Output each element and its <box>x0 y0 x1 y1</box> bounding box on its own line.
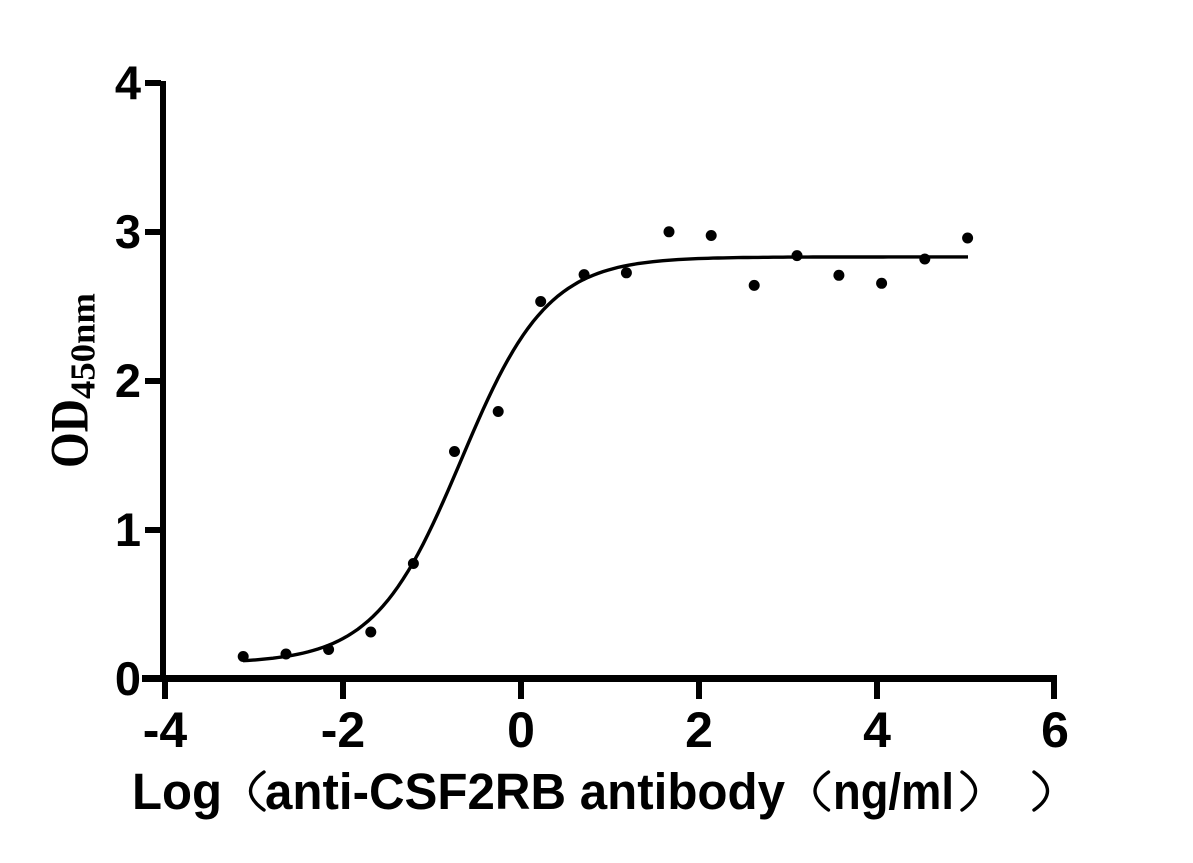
svg-text:0: 0 <box>115 652 141 705</box>
svg-text:1: 1 <box>115 503 141 556</box>
svg-text:6: 6 <box>1041 702 1069 758</box>
svg-text:3: 3 <box>115 205 141 258</box>
svg-text:OD450nm: OD450nm <box>40 293 103 468</box>
svg-text:0: 0 <box>507 702 535 758</box>
svg-text:4: 4 <box>863 702 891 758</box>
svg-text:ng/ml: ng/ml <box>833 763 954 820</box>
svg-text:2: 2 <box>115 354 141 407</box>
svg-text:-2: -2 <box>321 702 365 758</box>
svg-text:2: 2 <box>685 702 713 758</box>
svg-text:Log: Log <box>132 763 222 820</box>
svg-text:4: 4 <box>115 56 141 109</box>
svg-text:-4: -4 <box>143 702 188 758</box>
svg-text:anti-CSF2RB antibody: anti-CSF2RB antibody <box>265 763 786 820</box>
